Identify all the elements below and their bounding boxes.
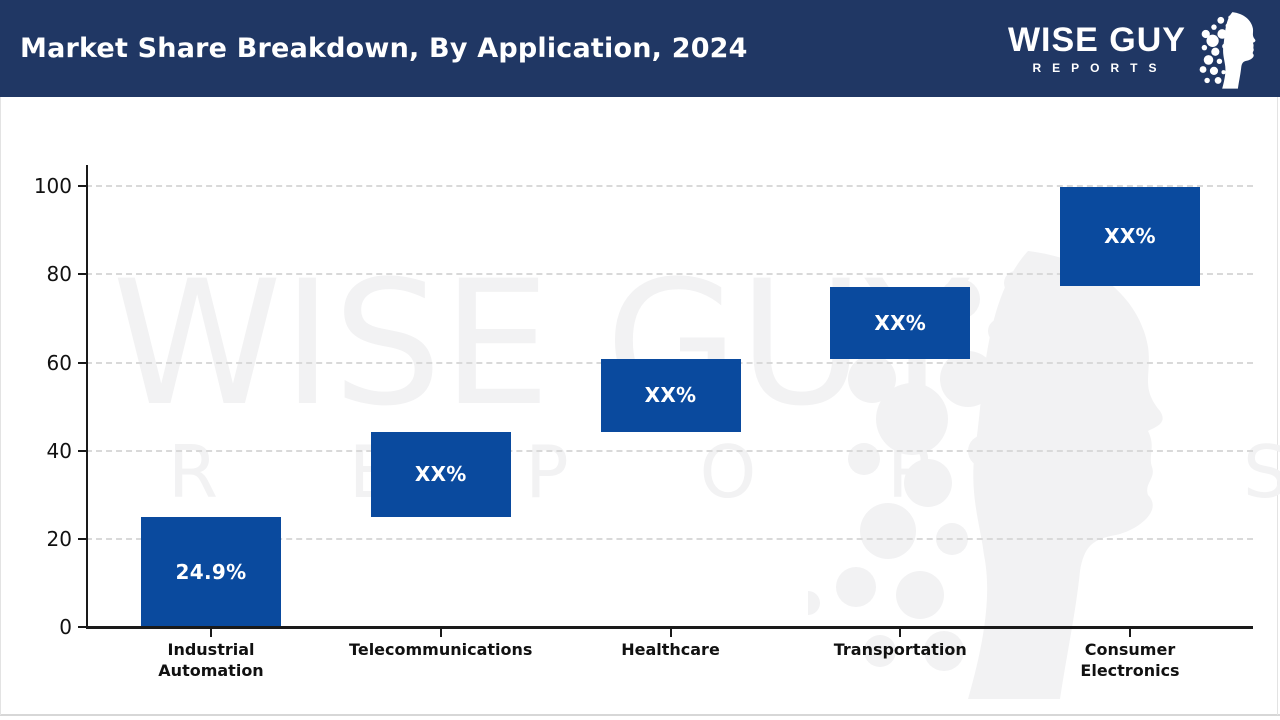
gridline-100 bbox=[86, 185, 1253, 188]
bar-telecommunications: XX% bbox=[370, 431, 511, 517]
logo-name-text: WISE GUY bbox=[1007, 21, 1186, 59]
bar-value-label-transportation: XX% bbox=[874, 311, 927, 336]
x-tick-industrial-automation bbox=[210, 629, 212, 637]
logo-sub-text: REPORTS bbox=[1032, 61, 1168, 75]
y-tick-40 bbox=[78, 449, 86, 452]
bar-value-label-healthcare: XX% bbox=[644, 383, 697, 408]
bar-value-label-consumer-electronics: XX% bbox=[1104, 224, 1156, 249]
waterfall-chart: 0 20 40 60 80 100 24.9% Industrial Automation XX%… bbox=[0, 97, 1280, 715]
x-axis-spine bbox=[86, 626, 1253, 629]
bar-industrial-automation: 24.9% bbox=[141, 517, 281, 627]
figure-left-edge bbox=[0, 97, 1, 715]
bar-healthcare: XX% bbox=[600, 359, 741, 432]
bar-value-label-telecommunications: XX% bbox=[414, 462, 467, 487]
x-category-label-transportation: Transportation bbox=[833, 640, 967, 659]
wiseguy-logo-text: WISE GUY REPORTS bbox=[1008, 23, 1186, 74]
figure-right-edge bbox=[1277, 97, 1278, 715]
header-banner: Market Share Breakdown, By Application, … bbox=[0, 0, 1280, 97]
x-category-label-healthcare: Healthcare bbox=[621, 640, 720, 659]
y-tick-label-0: 0 bbox=[59, 615, 72, 639]
x-tick-healthcare bbox=[669, 629, 672, 637]
y-tick-20 bbox=[78, 537, 86, 540]
y-tick-100 bbox=[78, 185, 86, 188]
y-tick-label-40: 40 bbox=[46, 438, 72, 463]
y-tick-label-60: 60 bbox=[46, 350, 72, 375]
y-tick-0 bbox=[78, 626, 86, 628]
x-tick-telecommunications bbox=[439, 629, 442, 637]
gridline-20 bbox=[86, 537, 1253, 540]
figure-bottom-rule bbox=[0, 714, 1280, 716]
y-tick-label-20: 20 bbox=[46, 526, 72, 551]
page-title: Market Share Breakdown, By Application, … bbox=[20, 33, 748, 64]
y-tick-label-100: 100 bbox=[33, 174, 72, 199]
bar-value-label-industrial-automation: 24.9% bbox=[175, 560, 247, 585]
y-tick-80 bbox=[78, 273, 86, 276]
bar-consumer-electronics: XX% bbox=[1060, 186, 1200, 286]
x-tick-transportation bbox=[899, 629, 902, 637]
x-category-label-industrial-automation: Industrial Automation bbox=[158, 640, 264, 680]
wiseguy-head-icon bbox=[1199, 11, 1256, 89]
x-category-label-telecommunications: Telecommunications bbox=[349, 640, 533, 659]
x-category-label-consumer-electronics: Consumer Electronics bbox=[1080, 640, 1180, 680]
gridline-40 bbox=[86, 449, 1253, 452]
y-axis-spine bbox=[86, 165, 88, 627]
y-tick-label-80: 80 bbox=[46, 262, 72, 287]
bar-transportation: XX% bbox=[830, 287, 971, 360]
y-tick-60 bbox=[78, 361, 86, 364]
x-tick-consumer-electronics bbox=[1129, 629, 1131, 637]
wiseguy-logo: WISE GUY REPORTS bbox=[1008, 8, 1280, 90]
gridline-80 bbox=[86, 273, 1253, 276]
